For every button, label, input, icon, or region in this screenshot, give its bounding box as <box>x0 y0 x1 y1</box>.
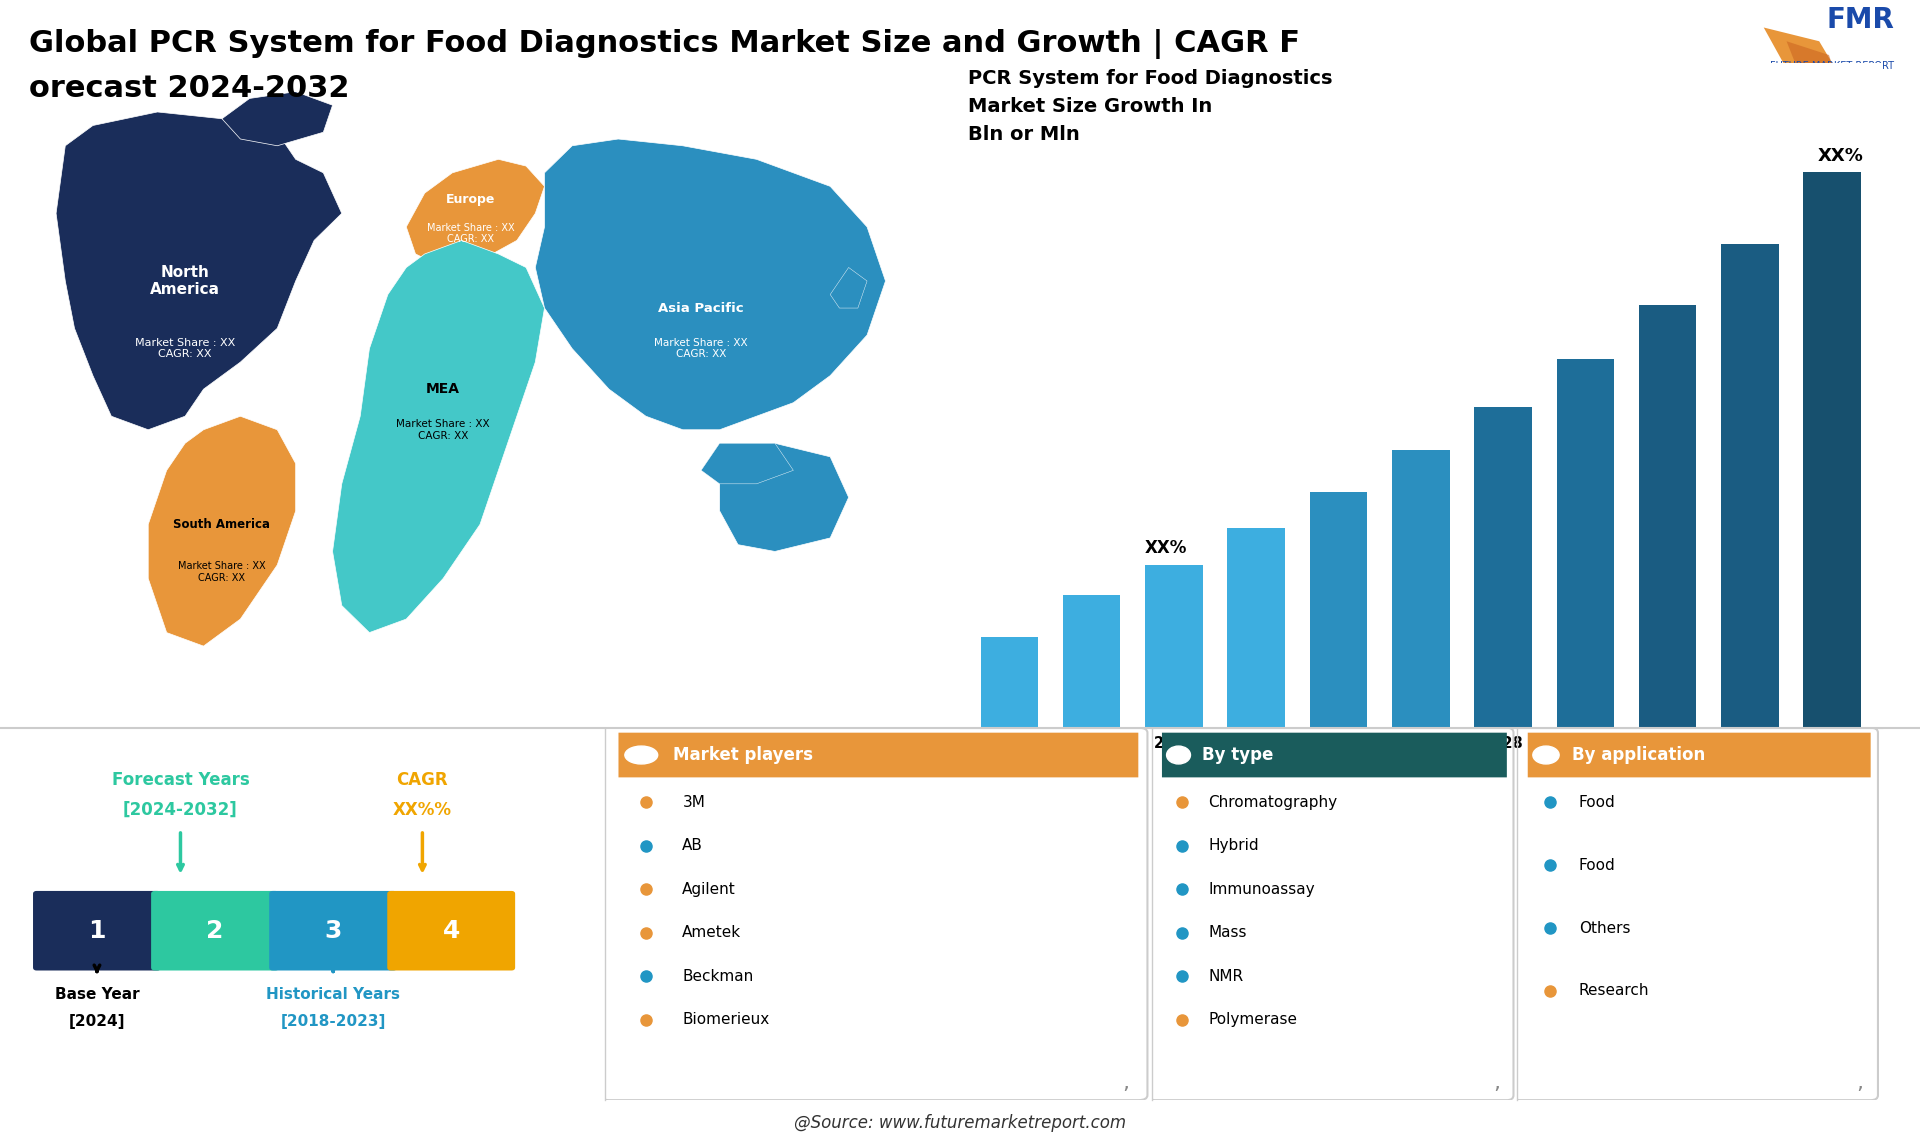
Circle shape <box>1532 746 1559 764</box>
Bar <box>1309 492 1367 728</box>
Text: CAGR: CAGR <box>397 771 447 790</box>
Text: Agilent: Agilent <box>682 881 735 897</box>
Polygon shape <box>1753 28 1851 138</box>
Text: Global PCR System for Food Diagnostics Market Size and Growth | CAGR F: Global PCR System for Food Diagnostics M… <box>29 29 1300 58</box>
Text: Others: Others <box>1578 920 1630 935</box>
Text: Forecast Years: Forecast Years <box>111 771 250 790</box>
Text: Polymerase: Polymerase <box>1208 1012 1298 1028</box>
Text: 3M: 3M <box>682 794 705 810</box>
Polygon shape <box>332 241 545 633</box>
Text: ,: , <box>1494 1073 1500 1093</box>
Bar <box>1475 408 1532 728</box>
Text: ,: , <box>1857 1073 1862 1093</box>
Text: Market Share : XX
CAGR: XX: Market Share : XX CAGR: XX <box>426 222 515 244</box>
Text: Chromatography: Chromatography <box>1208 794 1338 810</box>
Polygon shape <box>536 139 885 430</box>
FancyBboxPatch shape <box>1528 732 1870 777</box>
Text: Hybrid: Hybrid <box>1208 838 1260 854</box>
Circle shape <box>1167 746 1190 764</box>
Text: By type: By type <box>1202 746 1273 764</box>
Text: Beckman: Beckman <box>682 968 753 984</box>
Text: @Source: www.futuremarketreport.com: @Source: www.futuremarketreport.com <box>795 1114 1125 1132</box>
Circle shape <box>624 746 659 764</box>
FancyBboxPatch shape <box>618 732 1139 777</box>
FancyBboxPatch shape <box>269 890 397 971</box>
Bar <box>1640 305 1697 728</box>
Text: MEA: MEA <box>426 382 461 397</box>
Polygon shape <box>407 159 545 267</box>
Text: By application: By application <box>1572 746 1705 764</box>
Text: NMR: NMR <box>1208 968 1244 984</box>
Bar <box>981 637 1039 728</box>
Text: Ametek: Ametek <box>682 925 741 941</box>
Polygon shape <box>1776 41 1841 124</box>
Text: [2024-2032]: [2024-2032] <box>123 801 238 818</box>
Text: XX%: XX% <box>1818 147 1864 165</box>
Text: Biomerieux: Biomerieux <box>682 1012 770 1028</box>
Text: FMR: FMR <box>1826 6 1895 33</box>
Text: PCR System for Food Diagnostics
Market Size Growth In
Bln or Mln: PCR System for Food Diagnostics Market S… <box>968 69 1332 144</box>
Text: Mass: Mass <box>1208 925 1246 941</box>
Text: Europe: Europe <box>445 194 495 206</box>
Text: 2: 2 <box>205 919 225 943</box>
Text: Market Share : XX
CAGR: XX: Market Share : XX CAGR: XX <box>179 560 265 582</box>
Polygon shape <box>701 444 793 484</box>
Text: FUTURE MARKET REPORT: FUTURE MARKET REPORT <box>1770 61 1895 71</box>
Text: Market Share : XX
CAGR: XX: Market Share : XX CAGR: XX <box>134 338 236 360</box>
Text: Market Share : XX
CAGR: XX: Market Share : XX CAGR: XX <box>655 338 749 360</box>
Text: Market Share : XX
CAGR: XX: Market Share : XX CAGR: XX <box>396 419 490 440</box>
Text: XX%: XX% <box>1144 540 1187 557</box>
Text: AB: AB <box>682 838 703 854</box>
Polygon shape <box>148 416 296 646</box>
Text: Market players: Market players <box>674 746 814 764</box>
Bar <box>1803 172 1860 728</box>
Text: Research: Research <box>1578 983 1649 998</box>
Bar <box>1227 528 1284 728</box>
Text: 1: 1 <box>88 919 106 943</box>
Text: South America: South America <box>173 518 271 531</box>
Text: orecast 2024-2032: orecast 2024-2032 <box>29 74 349 103</box>
Text: Historical Years: Historical Years <box>267 987 399 1003</box>
Text: [2024]: [2024] <box>69 1014 125 1029</box>
FancyBboxPatch shape <box>152 890 278 971</box>
FancyBboxPatch shape <box>1162 732 1507 777</box>
Text: Food: Food <box>1578 857 1615 872</box>
Polygon shape <box>223 92 332 146</box>
FancyBboxPatch shape <box>33 890 161 971</box>
Bar <box>1144 565 1202 728</box>
Text: 3: 3 <box>324 919 342 943</box>
Text: ,: , <box>1121 1073 1129 1093</box>
Text: Base Year: Base Year <box>54 987 140 1003</box>
Text: North
America: North America <box>150 265 221 297</box>
FancyBboxPatch shape <box>388 890 515 971</box>
Bar <box>1064 595 1121 728</box>
Text: 4: 4 <box>442 919 461 943</box>
Text: [2018-2023]: [2018-2023] <box>280 1014 386 1029</box>
Polygon shape <box>415 254 453 288</box>
Text: XX%%: XX%% <box>394 801 451 818</box>
Bar <box>1392 449 1450 728</box>
Polygon shape <box>56 112 342 430</box>
Text: Asia Pacific: Asia Pacific <box>659 301 743 314</box>
Polygon shape <box>720 444 849 551</box>
Bar <box>1720 244 1778 728</box>
Text: Food: Food <box>1578 794 1615 810</box>
Polygon shape <box>829 267 868 308</box>
Text: Immunoassay: Immunoassay <box>1208 881 1315 897</box>
Bar <box>1557 359 1615 728</box>
